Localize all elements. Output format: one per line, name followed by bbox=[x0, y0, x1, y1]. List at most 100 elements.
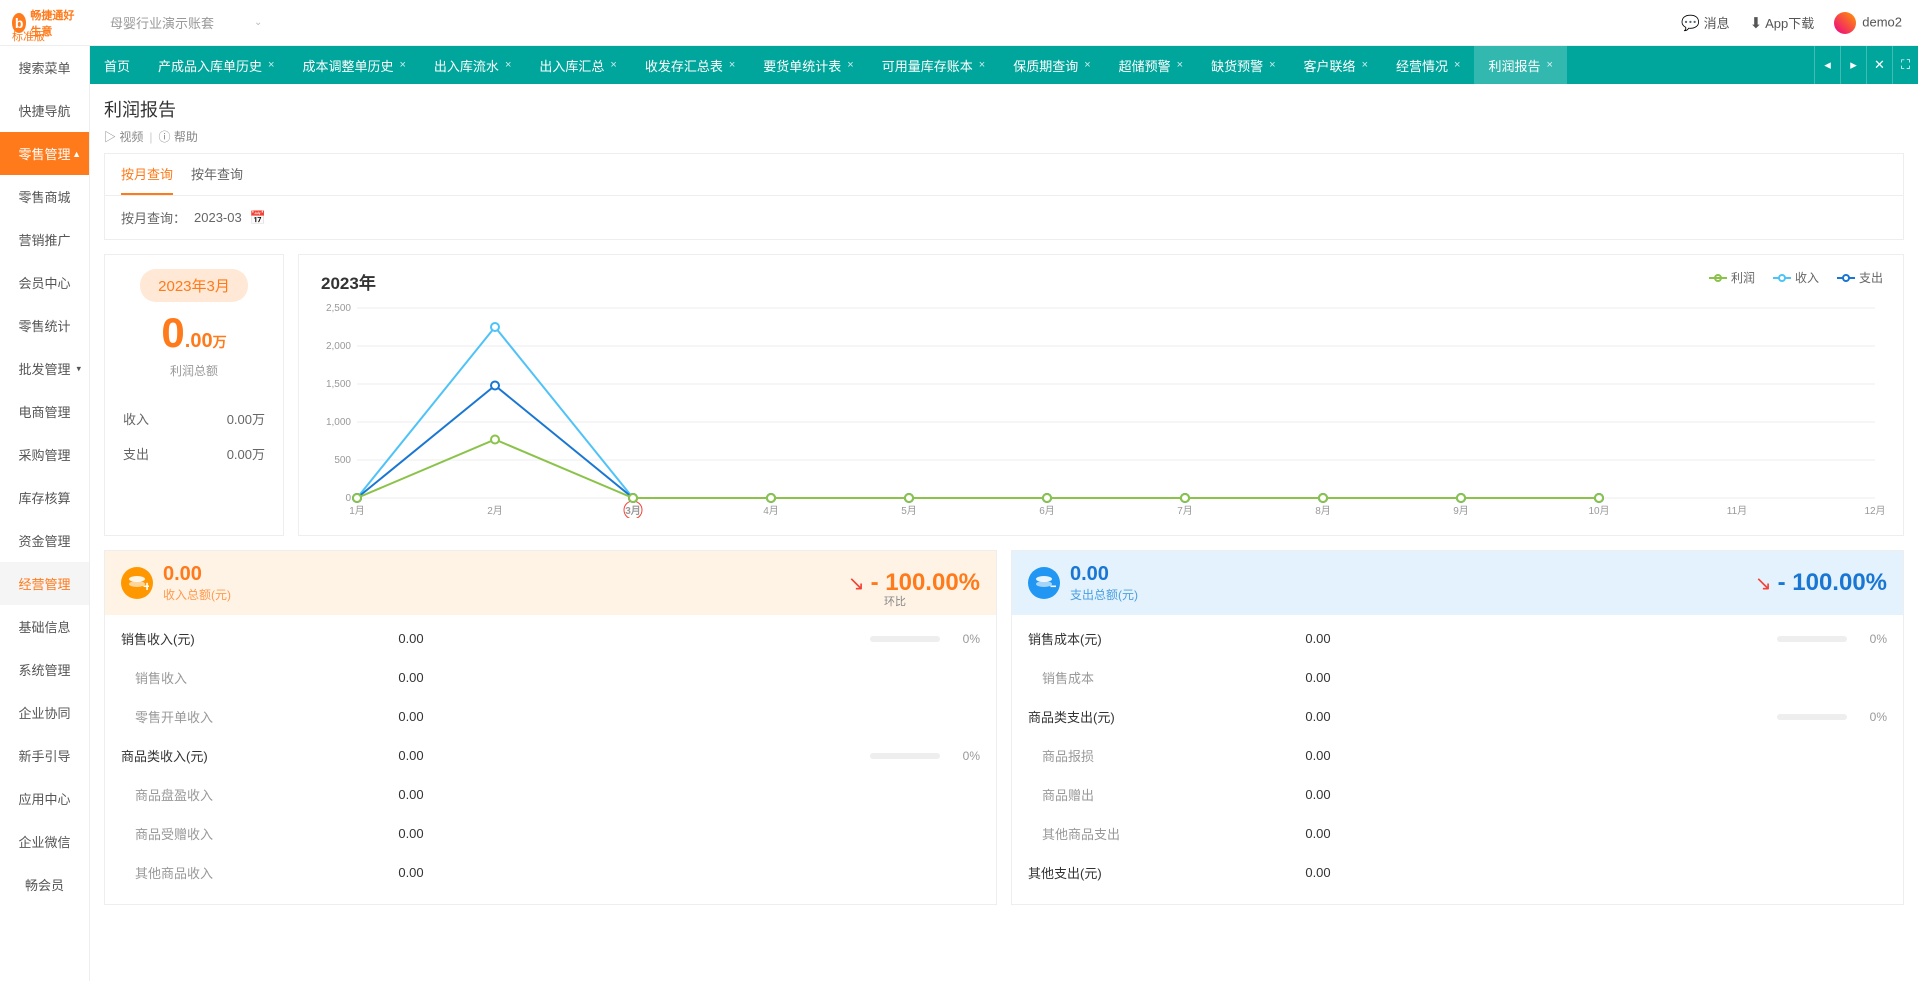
query-tab-month[interactable]: 按月查询 bbox=[121, 164, 173, 195]
tab-label: 成本调整单历史 bbox=[302, 56, 393, 75]
tab[interactable]: 首页 bbox=[90, 46, 144, 84]
sidebar-item[interactable]: 批发管理 ▾ bbox=[0, 347, 89, 390]
tab-label: 超储预警 bbox=[1119, 56, 1171, 75]
sidebar-item[interactable]: 库存核算 bbox=[0, 476, 89, 519]
account-selector[interactable]: 母婴行业演示账套 ⌄ bbox=[110, 13, 262, 32]
tabs-fullscreen[interactable]: ⛶ bbox=[1892, 46, 1918, 84]
legend-expense[interactable]: 支出 bbox=[1837, 269, 1883, 286]
close-icon[interactable]: × bbox=[1269, 59, 1275, 71]
close-icon[interactable]: × bbox=[1454, 59, 1460, 71]
detail-row: 其他支出(元)0.00 bbox=[1028, 853, 1887, 892]
tabs-scroll-right[interactable]: ▸ bbox=[1840, 46, 1866, 84]
close-icon[interactable]: × bbox=[1362, 59, 1368, 71]
svg-text:6月: 6月 bbox=[1039, 505, 1055, 517]
close-icon[interactable]: × bbox=[1084, 59, 1090, 71]
video-link[interactable]: ▷ 视频 bbox=[104, 128, 143, 145]
tabs-scroll-left[interactable]: ◂ bbox=[1814, 46, 1840, 84]
logo[interactable]: b 畅捷通好生意 标准版 bbox=[0, 0, 90, 45]
row-value: 0.00 bbox=[1228, 826, 1408, 841]
sidebar-item[interactable]: 畅会员 bbox=[0, 863, 89, 906]
tabs-close-all[interactable]: ✕ bbox=[1866, 46, 1892, 84]
sidebar-item-label: 系统管理 bbox=[18, 663, 70, 678]
logo-edition: 标准版 bbox=[12, 28, 45, 44]
svg-text:2,500: 2,500 bbox=[326, 303, 351, 314]
sidebar-item[interactable]: 电商管理 bbox=[0, 390, 89, 433]
close-icon[interactable]: × bbox=[505, 59, 511, 71]
tab[interactable]: 利润报告× bbox=[1474, 46, 1566, 84]
tab[interactable]: 超储预警 × bbox=[1105, 46, 1197, 84]
user-menu[interactable]: demo2 bbox=[1834, 12, 1902, 34]
close-icon[interactable]: × bbox=[729, 59, 735, 71]
tab[interactable]: 可用量库存账本× bbox=[868, 46, 999, 84]
sidebar-item[interactable]: 搜索菜单 bbox=[0, 46, 89, 89]
separator: | bbox=[149, 130, 152, 144]
tab[interactable]: 出入库汇总× bbox=[525, 46, 630, 84]
tab[interactable]: 经营情况 × bbox=[1382, 46, 1474, 84]
sidebar-item-label: 零售商城 bbox=[18, 190, 70, 205]
sidebar-item[interactable]: 资金管理 bbox=[0, 519, 89, 562]
legend-profit[interactable]: 利润 bbox=[1709, 269, 1755, 286]
tab[interactable]: 保质期查询× bbox=[999, 46, 1104, 84]
tab[interactable]: 出入库流水× bbox=[420, 46, 525, 84]
row-bar: 0% bbox=[1408, 632, 1887, 646]
app-download-button[interactable]: ⬇ App下载 bbox=[1750, 13, 1815, 32]
tab[interactable]: 收发存汇总表× bbox=[631, 46, 749, 84]
sidebar-item[interactable]: 会员中心 bbox=[0, 261, 89, 304]
svg-text:12月: 12月 bbox=[1864, 505, 1885, 517]
svg-text:10月: 10月 bbox=[1588, 505, 1609, 517]
sidebar-item[interactable]: 系统管理 bbox=[0, 648, 89, 691]
close-icon[interactable]: × bbox=[268, 59, 274, 71]
sidebar-item[interactable]: 基础信息 bbox=[0, 605, 89, 648]
summary-card: 2023年3月 0.00万 利润总额 收入 0.00万 支出 0.00万 bbox=[104, 254, 284, 536]
tab[interactable]: 缺货预警× bbox=[1197, 46, 1289, 84]
sidebar-item[interactable]: 企业微信 bbox=[0, 820, 89, 863]
caret-icon: ▲ bbox=[72, 149, 81, 159]
sidebar-item[interactable]: 应用中心 bbox=[0, 777, 89, 820]
sidebar-item[interactable]: 零售管理▲ bbox=[0, 132, 89, 175]
close-icon[interactable]: × bbox=[979, 59, 985, 71]
help-link[interactable]: ⓘ 帮助 bbox=[158, 128, 197, 145]
sidebar-item-label: 批发管理 bbox=[18, 362, 70, 377]
sidebar-item[interactable]: 零售统计 bbox=[0, 304, 89, 347]
tabs-controls: ◂ ▸ ✕ ⛶ bbox=[1814, 46, 1918, 84]
row-name: 其他支出(元) bbox=[1028, 863, 1228, 882]
tab[interactable]: 客户联络× bbox=[1290, 46, 1382, 84]
row-value: 0.00 bbox=[1228, 748, 1408, 763]
profit-total-value: 0.00万 bbox=[123, 312, 265, 354]
tab[interactable]: 要货单统计表× bbox=[749, 46, 867, 84]
row-name: 零售开单收入 bbox=[121, 707, 321, 726]
detail-row: 商品受赠收入0.00 bbox=[121, 814, 980, 853]
messages-button[interactable]: 💬 消息 bbox=[1681, 13, 1729, 32]
sidebar-item[interactable]: 零售商城 bbox=[0, 175, 89, 218]
close-icon[interactable]: × bbox=[399, 59, 405, 71]
row-pct: 0% bbox=[1857, 632, 1887, 646]
tab[interactable]: 成本调整单历史 × bbox=[288, 46, 419, 84]
caret-icon: ▾ bbox=[76, 363, 81, 374]
row-name: 商品类支出(元) bbox=[1028, 707, 1228, 726]
progress-bar bbox=[1777, 636, 1847, 642]
detail-row: 商品盘盈收入0.00 bbox=[121, 775, 980, 814]
close-icon[interactable]: × bbox=[847, 59, 853, 71]
sidebar-item[interactable]: 企业协同 bbox=[0, 691, 89, 734]
sidebar-item[interactable]: 采购管理 bbox=[0, 433, 89, 476]
sidebar-item[interactable]: 营销推广 bbox=[0, 218, 89, 261]
query-tab-year[interactable]: 按年查询 bbox=[191, 164, 243, 195]
tab[interactable]: 产成品入库单历史× bbox=[144, 46, 288, 84]
trend-down-icon: ↘ bbox=[1755, 571, 1772, 596]
sidebar-item[interactable]: 快捷导航 bbox=[0, 89, 89, 132]
income-rows: 销售收入(元)0.000%销售收入0.00零售开单收入0.00商品类收入(元)0… bbox=[105, 615, 996, 904]
close-icon[interactable]: × bbox=[1177, 59, 1183, 71]
detail-row: 其他商品支出0.00 bbox=[1028, 814, 1887, 853]
sidebar-item[interactable]: 新手引导 bbox=[0, 734, 89, 777]
close-icon[interactable]: × bbox=[610, 59, 616, 71]
close-icon[interactable]: × bbox=[1546, 59, 1552, 71]
row-value: 0.00 bbox=[1228, 670, 1408, 685]
tab-label: 经营情况 bbox=[1396, 56, 1448, 75]
chevron-down-icon: ⌄ bbox=[254, 17, 262, 28]
query-tabs: 按月查询 按年查询 bbox=[105, 154, 1903, 196]
calendar-icon[interactable]: 📅 bbox=[250, 210, 266, 226]
sidebar-item-label: 采购管理 bbox=[18, 448, 70, 463]
sidebar-item[interactable]: 经营管理 bbox=[0, 562, 89, 605]
query-value[interactable]: 2023-03 bbox=[194, 210, 242, 225]
legend-income[interactable]: 收入 bbox=[1773, 269, 1819, 286]
